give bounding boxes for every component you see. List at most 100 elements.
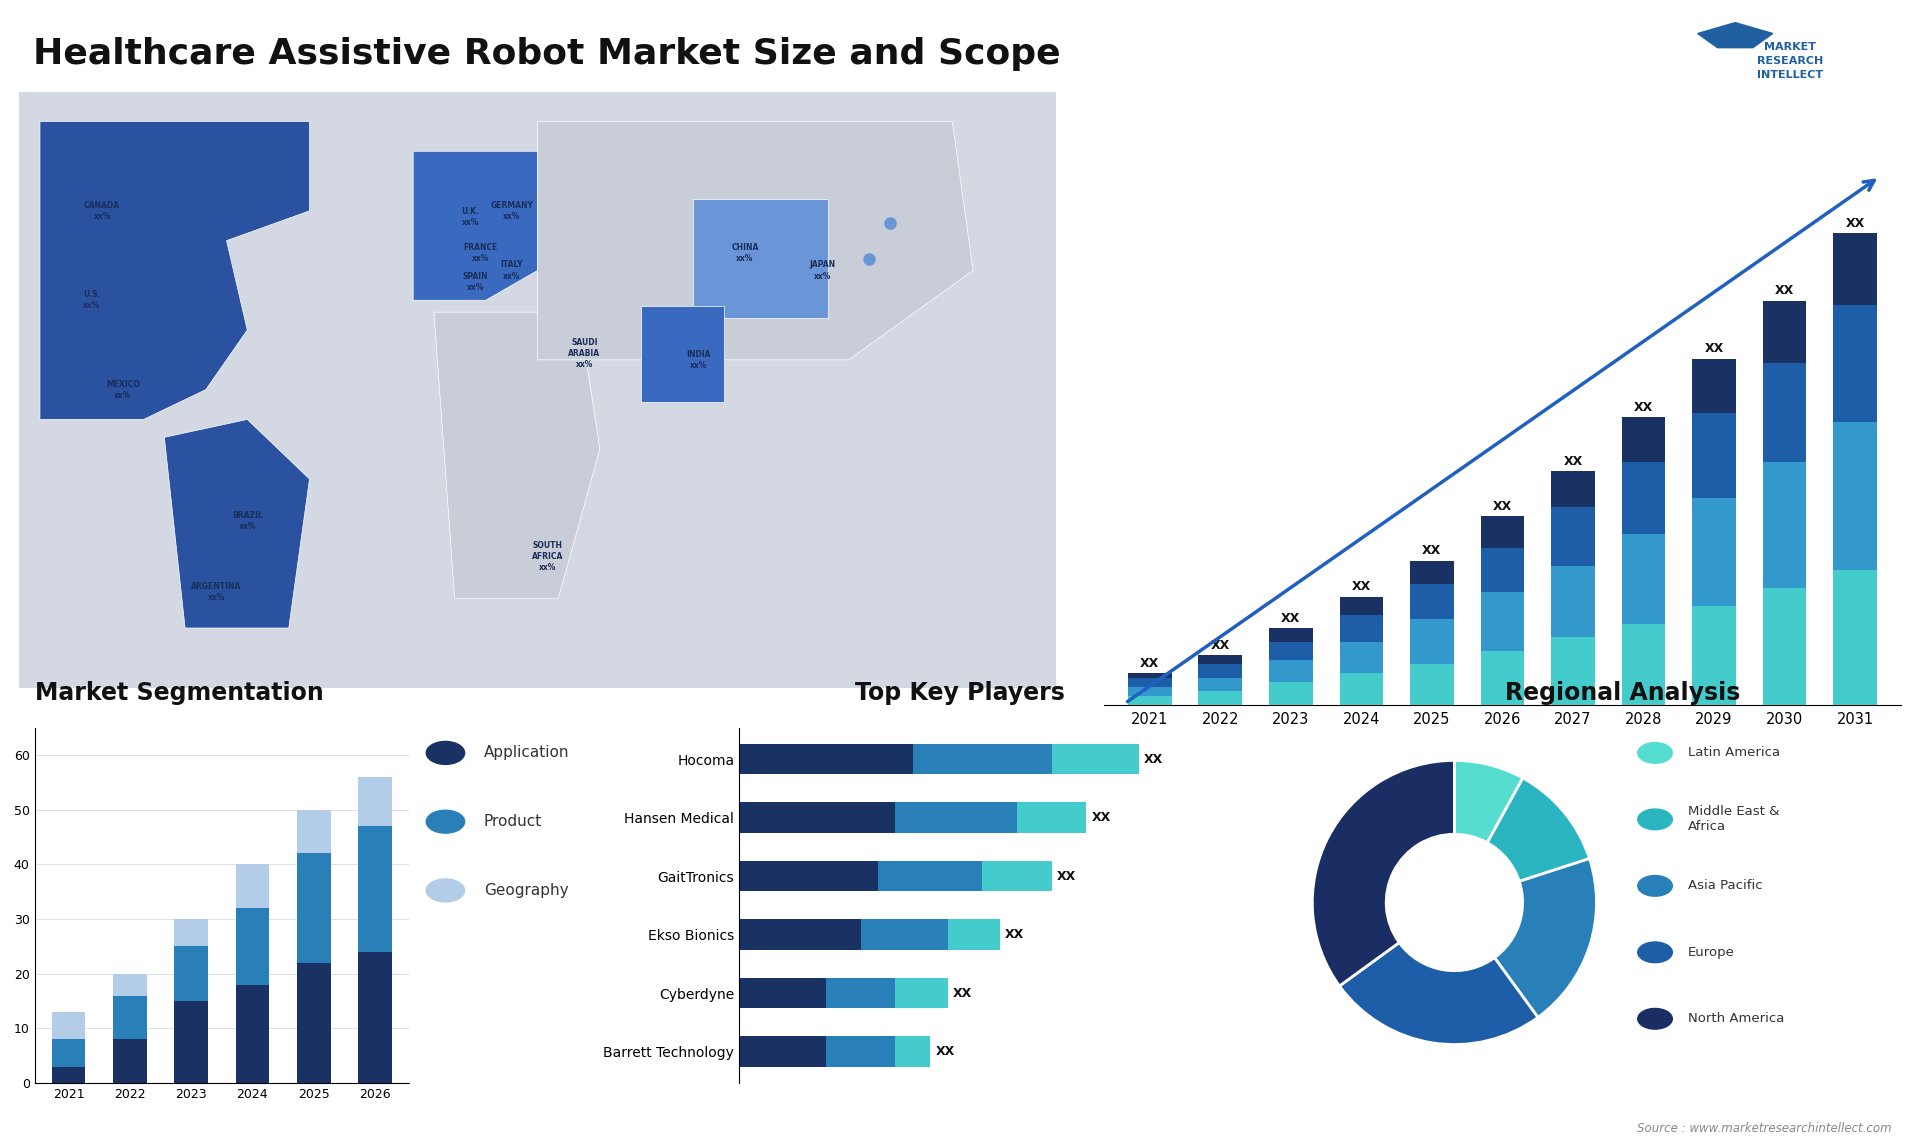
Bar <box>912 744 1052 775</box>
Bar <box>1269 660 1313 682</box>
Text: XX: XX <box>1281 612 1300 625</box>
Bar <box>860 919 948 950</box>
Bar <box>1340 615 1382 642</box>
Bar <box>1622 623 1665 705</box>
Bar <box>236 908 269 984</box>
Polygon shape <box>40 121 309 419</box>
Text: INDIA
xx%: INDIA xx% <box>685 350 710 370</box>
Polygon shape <box>413 151 538 300</box>
Text: XX: XX <box>1705 343 1724 355</box>
Bar <box>1198 656 1242 665</box>
Bar <box>298 854 330 963</box>
Bar <box>113 1039 146 1083</box>
Bar <box>1834 305 1878 422</box>
Text: Asia Pacific: Asia Pacific <box>1688 879 1763 893</box>
Bar <box>1409 583 1453 620</box>
Text: XX: XX <box>1140 657 1160 669</box>
Bar <box>1763 588 1807 705</box>
Bar <box>175 1000 207 1083</box>
Text: XX: XX <box>1144 753 1164 766</box>
Text: Healthcare Assistive Robot Market Size and Scope: Healthcare Assistive Robot Market Size a… <box>33 37 1060 71</box>
Bar <box>359 777 392 826</box>
Bar <box>1127 696 1171 705</box>
Text: North America: North America <box>1688 1012 1784 1026</box>
Text: ITALY
xx%: ITALY xx% <box>501 260 522 281</box>
Text: MARKET
RESEARCH
INTELLECT: MARKET RESEARCH INTELLECT <box>1757 41 1824 80</box>
Bar <box>52 1039 84 1067</box>
Bar <box>948 919 1000 950</box>
Text: U.K.
xx%: U.K. xx% <box>461 206 480 227</box>
Bar <box>1834 570 1878 705</box>
Bar <box>1834 422 1878 570</box>
Bar <box>1551 471 1596 508</box>
Text: XX: XX <box>1563 455 1582 468</box>
Text: XX: XX <box>1212 638 1231 652</box>
Bar <box>1018 802 1087 833</box>
Bar <box>1127 674 1171 677</box>
Bar <box>236 864 269 908</box>
Bar <box>1052 744 1139 775</box>
Bar <box>1480 516 1524 548</box>
Bar <box>1834 233 1878 305</box>
Text: Top Key Players: Top Key Players <box>854 681 1066 705</box>
Bar <box>1692 413 1736 499</box>
Text: Source : www.marketresearchintellect.com: Source : www.marketresearchintellect.com <box>1636 1122 1891 1135</box>
Text: CANADA
xx%: CANADA xx% <box>84 201 121 221</box>
Text: XX: XX <box>1004 928 1023 941</box>
Text: XX: XX <box>935 1045 954 1058</box>
Bar <box>1622 534 1665 623</box>
Text: Regional Analysis: Regional Analysis <box>1505 681 1740 705</box>
Bar <box>1551 637 1596 705</box>
Bar <box>1340 597 1382 615</box>
Text: XX: XX <box>952 987 972 999</box>
Wedge shape <box>1340 942 1538 1044</box>
Bar <box>895 1036 929 1067</box>
Bar <box>236 984 269 1083</box>
Bar <box>175 947 207 1000</box>
Bar <box>52 1067 84 1083</box>
Text: SOUTH
AFRICA
xx%: SOUTH AFRICA xx% <box>532 541 564 572</box>
Bar <box>1551 565 1596 637</box>
Bar <box>1409 620 1453 665</box>
Text: ARGENTINA
xx%: ARGENTINA xx% <box>190 582 242 603</box>
Text: Product: Product <box>484 814 541 830</box>
Bar <box>1622 417 1665 462</box>
Bar <box>1551 508 1596 565</box>
Bar <box>359 826 392 952</box>
Bar <box>1198 677 1242 691</box>
Bar <box>1480 651 1524 705</box>
Bar <box>1622 462 1665 534</box>
Bar <box>52 1012 84 1039</box>
Text: XX: XX <box>1492 500 1513 512</box>
Text: CHINA
xx%: CHINA xx% <box>732 243 758 262</box>
Polygon shape <box>693 199 828 319</box>
Bar <box>1409 562 1453 583</box>
Bar <box>1409 665 1453 705</box>
Polygon shape <box>641 306 724 401</box>
Bar <box>1480 592 1524 651</box>
Bar <box>895 802 1018 833</box>
Bar <box>1763 300 1807 363</box>
Bar <box>1340 674 1382 705</box>
Text: BRAZIL
xx%: BRAZIL xx% <box>232 511 263 531</box>
Text: FRANCE
xx%: FRANCE xx% <box>463 243 497 262</box>
Bar <box>1763 363 1807 462</box>
Text: XX: XX <box>1092 811 1112 824</box>
Bar <box>1269 642 1313 660</box>
Polygon shape <box>538 121 973 360</box>
Text: XX: XX <box>1423 544 1442 557</box>
Wedge shape <box>1488 778 1590 881</box>
Text: SPAIN
xx%: SPAIN xx% <box>463 273 488 292</box>
Bar <box>739 978 826 1008</box>
Bar <box>113 996 146 1039</box>
Polygon shape <box>434 312 599 598</box>
Text: XX: XX <box>1845 217 1864 229</box>
Bar <box>1480 548 1524 592</box>
Bar <box>739 919 860 950</box>
Text: XX: XX <box>1774 284 1793 297</box>
Bar <box>298 810 330 854</box>
Text: GERMANY
xx%: GERMANY xx% <box>490 201 534 221</box>
Text: MEXICO
xx%: MEXICO xx% <box>106 379 140 400</box>
Text: Geography: Geography <box>484 882 568 898</box>
Bar <box>895 978 948 1008</box>
